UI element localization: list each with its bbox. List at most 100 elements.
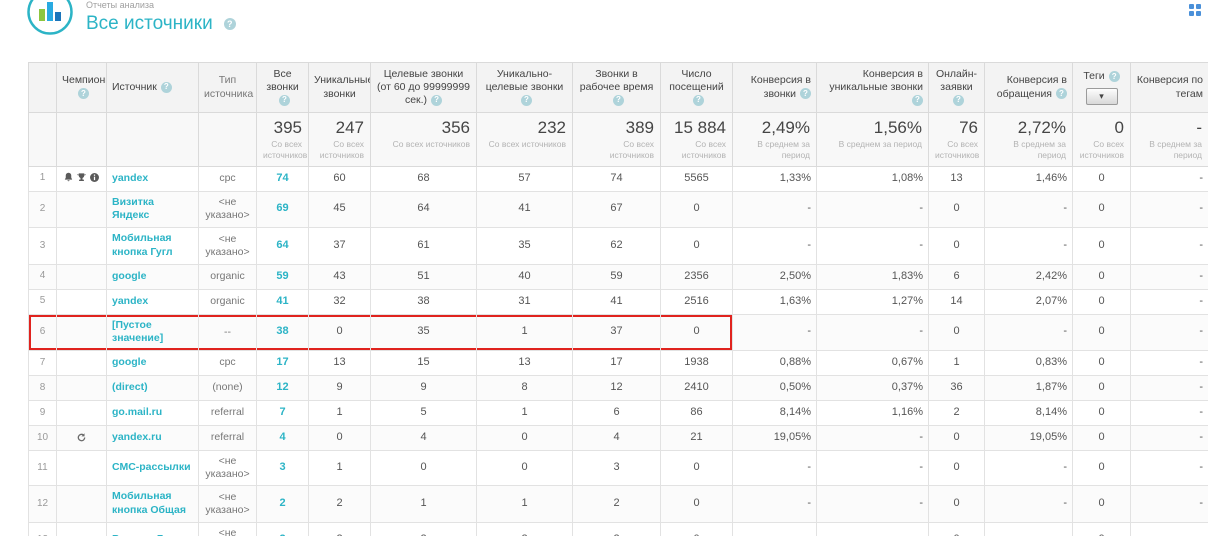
conv_leads-value: 19,05% [984, 425, 1073, 451]
all-calls-value[interactable]: 41 [256, 288, 309, 315]
help-icon[interactable] [613, 94, 624, 106]
conv_leads-value: - [984, 190, 1073, 228]
source-link[interactable]: Визитка Гугл [112, 533, 179, 536]
column-header-conv_tags[interactable]: Конверсия по тегам [1130, 62, 1208, 113]
all-calls-value[interactable]: 2 [256, 485, 309, 523]
source-link[interactable]: (direct) [112, 381, 148, 394]
conv_unique_calls-value: - [816, 425, 929, 451]
column-header-all_calls[interactable]: Все звонки [256, 62, 309, 113]
help-icon[interactable] [160, 81, 172, 93]
conv_unique_calls-value: - [816, 521, 929, 536]
column-header-num[interactable] [28, 62, 57, 113]
source-cell: (direct) [106, 375, 199, 401]
all-calls-value[interactable]: 64 [256, 227, 309, 265]
all-calls-link[interactable]: 41 [276, 294, 289, 307]
column-header-conv_unique_calls[interactable]: Конверсия в уникальные звонки [816, 62, 929, 113]
title-help-icon[interactable] [223, 18, 236, 30]
help-icon[interactable] [800, 88, 811, 100]
help-icon[interactable] [431, 94, 443, 106]
source-link[interactable]: [Пустое значение] [112, 318, 164, 345]
all-calls-value[interactable]: 59 [256, 263, 309, 290]
source-link[interactable]: Мобильная кнопка Гугл [112, 232, 173, 258]
all-calls-link[interactable]: 12 [276, 381, 289, 394]
table-row: 1 yandex cpc 74 60 68 57 74 5565 1,33% 1,08% 13 1,46… [28, 165, 1208, 192]
all-calls-link[interactable]: 74 [276, 171, 289, 184]
unique_calls-value: 2 [308, 521, 371, 536]
apps-grid-icon[interactable] [1188, 3, 1202, 17]
all-calls-value[interactable]: 7 [256, 400, 309, 426]
unique_target_calls-value: 1 [476, 485, 573, 523]
column-header-work_time_calls[interactable]: Звонки в рабочее время [572, 62, 661, 113]
table-row: 7 google cpc 17 13 15 13 17 1938 0,88% 0,67% 1 0,83%… [28, 350, 1208, 376]
all-calls-value[interactable]: 3 [256, 449, 309, 487]
all-calls-link[interactable]: 4 [279, 431, 286, 444]
all-calls-value[interactable]: 17 [256, 350, 309, 376]
tags-value: 0 [1072, 521, 1131, 536]
summary-unique_target_calls: 232 Со всех источников [476, 112, 573, 167]
all-calls-value[interactable]: 38 [256, 313, 309, 351]
conv_unique_calls-value: - [816, 449, 929, 487]
all-calls-link[interactable]: 38 [276, 325, 289, 338]
source-link[interactable]: yandex [112, 294, 149, 307]
source-link[interactable]: google [112, 356, 147, 369]
column-header-visits[interactable]: Число посещений [660, 62, 733, 113]
help-icon[interactable] [521, 94, 532, 106]
summary-value: 232 [537, 118, 566, 137]
summary-value: 356 [441, 118, 470, 137]
online_leads-value: 36 [928, 375, 985, 401]
source-link[interactable]: yandex.ru [112, 431, 162, 444]
source-link[interactable]: Визитка Яндекс [112, 195, 154, 222]
row-number: 5 [28, 288, 57, 315]
help-icon[interactable] [279, 94, 290, 106]
all-calls-link[interactable]: 3 [279, 461, 286, 474]
info-icon [89, 172, 100, 183]
column-header-unique_target_calls[interactable]: Уникально-целевые звонки [476, 62, 573, 113]
source-link[interactable]: google [112, 269, 147, 282]
all-calls-link[interactable]: 59 [276, 269, 289, 282]
source-link[interactable]: СМС-рассылки [112, 461, 191, 474]
target_calls-value: 61 [370, 227, 477, 265]
column-header-conv_leads[interactable]: Конверсия в обращения [984, 62, 1073, 113]
all-calls-value[interactable]: 12 [256, 375, 309, 401]
source-link[interactable]: go.mail.ru [112, 406, 163, 419]
help-icon[interactable] [1056, 88, 1067, 100]
tags-value: 0 [1072, 485, 1131, 523]
help-icon[interactable] [912, 94, 923, 106]
all-calls-link[interactable]: 7 [279, 406, 286, 419]
help-icon[interactable] [693, 94, 704, 106]
source-link[interactable]: yandex [112, 171, 149, 184]
conv_calls-value: 19,05% [732, 425, 817, 451]
unique_calls-value: 37 [308, 227, 371, 265]
all-calls-link[interactable]: 64 [276, 238, 289, 251]
table-row: 2 Визитка Яндекс <не указано> 69 45 64 41 67 0- -… [28, 190, 1208, 228]
help-icon[interactable] [1108, 71, 1120, 83]
type-value: cpc [198, 165, 257, 192]
column-header-type[interactable]: Тип источника [198, 62, 257, 113]
all-calls-link[interactable]: 2 [279, 497, 286, 510]
column-header-unique_calls[interactable]: Уникальные звонки [308, 62, 371, 113]
tags-filter-dropdown[interactable] [1085, 87, 1118, 105]
visits-value: 2356 [660, 263, 733, 290]
column-header-champions[interactable]: Чемпионы [56, 62, 107, 113]
all-calls-value[interactable]: 74 [256, 165, 309, 192]
column-header-source[interactable]: Источник [106, 62, 199, 113]
summary-caption: Со всех источников [609, 139, 654, 160]
all-calls-value[interactable]: 4 [256, 425, 309, 451]
column-header-tags[interactable]: Теги [1072, 62, 1131, 113]
all-calls-value[interactable]: 69 [256, 190, 309, 228]
summary-value: 395 [273, 118, 302, 137]
unique_target_calls-value: 1 [476, 313, 573, 351]
type-value: -- [198, 313, 257, 351]
column-header-target_calls[interactable]: Целевые звонки (от 60 до 99999999 сек.) [370, 62, 477, 113]
unique_calls-value: 13 [308, 350, 371, 376]
help-icon[interactable] [953, 94, 964, 106]
column-header-online_leads[interactable]: Онлайн-заявки [928, 62, 985, 113]
all-calls-link[interactable]: 69 [276, 202, 289, 215]
column-header-conv_calls[interactable]: Конверсия в звонки [732, 62, 817, 113]
all-calls-link[interactable]: 2 [279, 533, 285, 536]
help-icon[interactable] [78, 88, 89, 100]
source-link[interactable]: Мобильная кнопка Общая [112, 490, 186, 516]
all-calls-value[interactable]: 2 [256, 521, 309, 536]
all-calls-link[interactable]: 17 [276, 356, 289, 369]
summary-visits: 15 884 Со всех источников [660, 112, 733, 167]
